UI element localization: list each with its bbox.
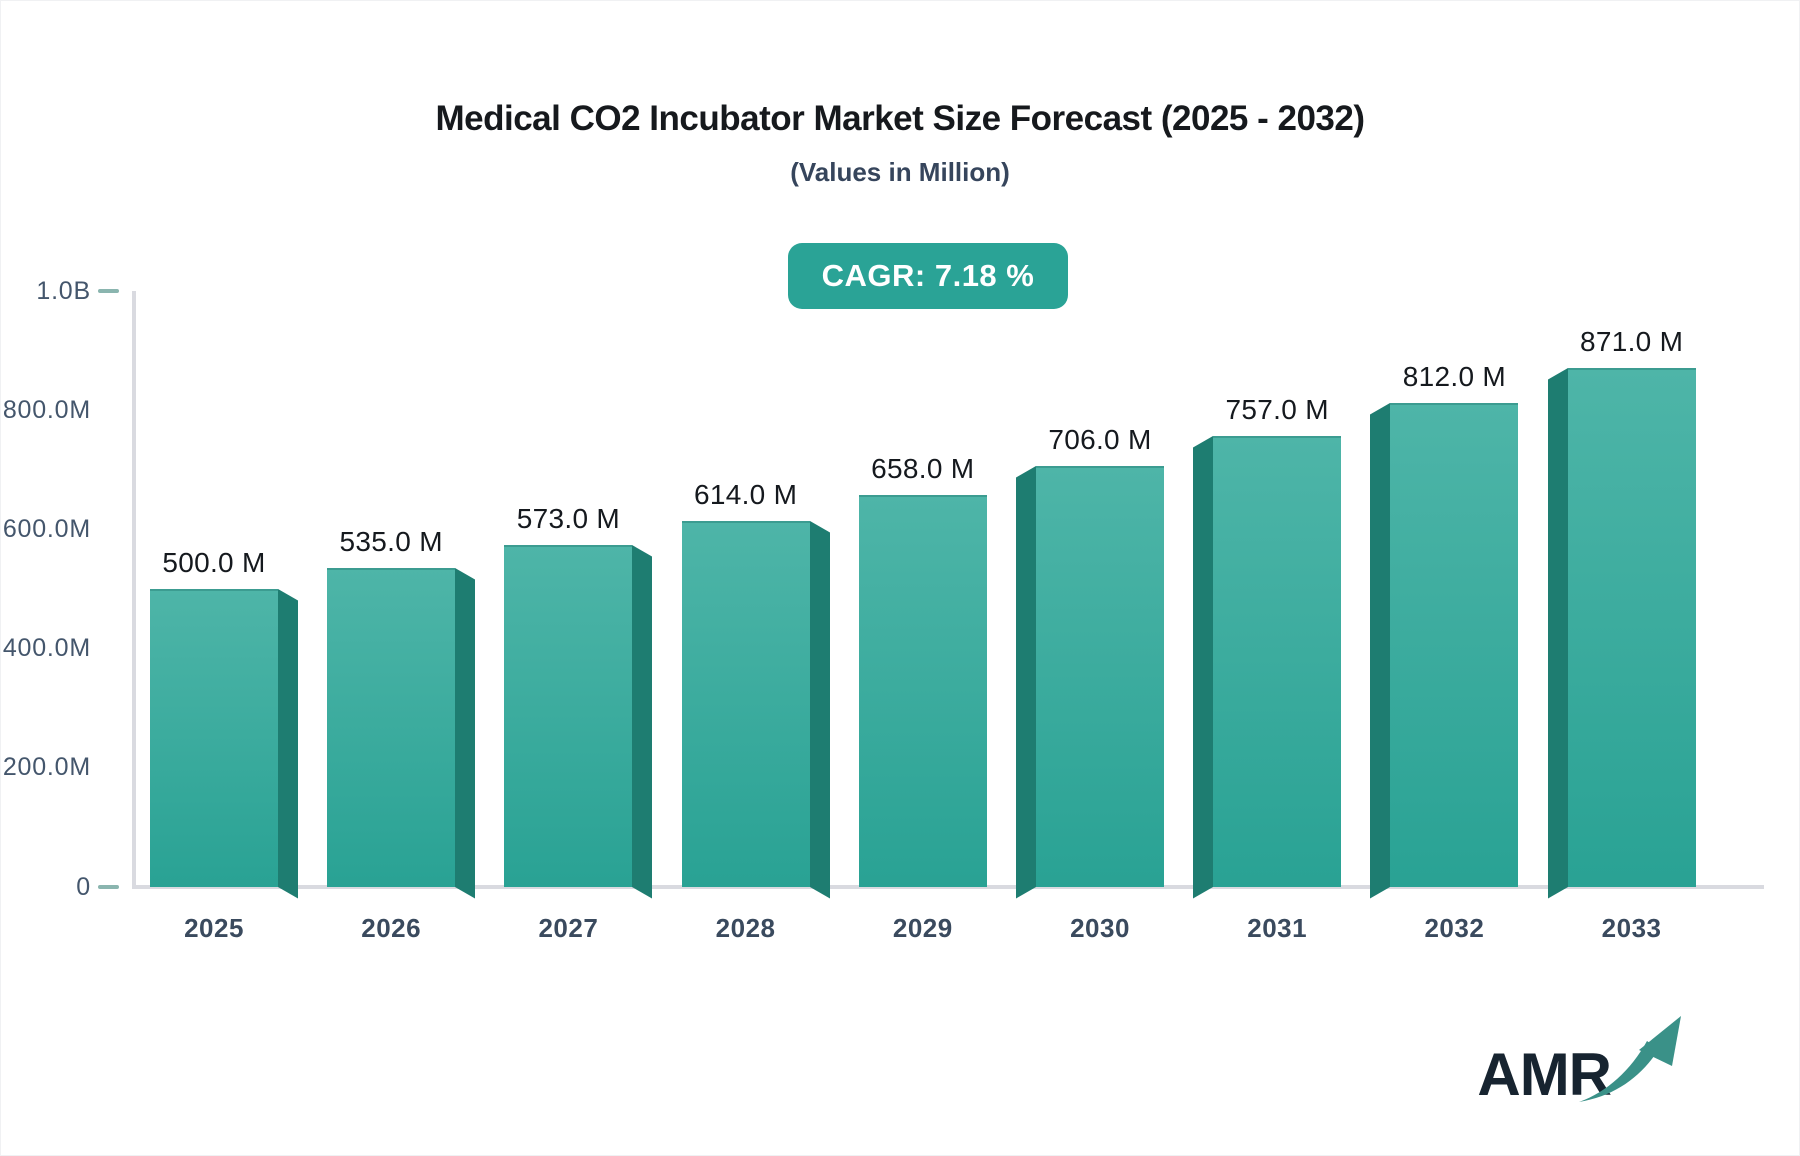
bar-2027[interactable] [504, 545, 633, 887]
y-axis-tick-dash [98, 289, 119, 293]
bar-2028[interactable] [681, 521, 810, 887]
amr-logo: AMR [1477, 1014, 1695, 1105]
bar-value-label-2027: 573.0 M [516, 503, 621, 535]
x-axis-label-2033: 2033 [1601, 913, 1662, 943]
y-axis-tick-0: 0 [1, 873, 132, 901]
bar-2033[interactable] [1567, 367, 1696, 887]
y-axis-tick-800.0M: 800.0M [1, 396, 132, 424]
growth-arrow-icon [1577, 1014, 1695, 1111]
bar-value-label-2032: 812.0 M [1402, 361, 1507, 393]
bar-value-label-2025: 500.0 M [162, 547, 266, 578]
bar-2033-side [1547, 367, 1568, 899]
bar-value-label-2029: 658.0 M [871, 452, 975, 484]
y-axis-tick-label: 1.0B [36, 276, 91, 305]
bar-2030[interactable] [1036, 466, 1164, 887]
x-axis-line [132, 885, 1764, 889]
y-axis-tick-dash [98, 885, 119, 889]
y-axis-tick-label: 800.0M [2, 395, 91, 424]
x-axis-label-2027: 2027 [538, 913, 599, 943]
bar-2027-side [632, 545, 653, 899]
bar-value-label-2030: 706.0 M [1048, 424, 1152, 456]
bar-2029[interactable] [858, 494, 987, 887]
y-axis-tick-200.0M: 200.0M [1, 753, 132, 782]
bar-2025-side [278, 589, 298, 899]
x-axis-label-2031: 2031 [1247, 913, 1308, 943]
bar-value-label-2033: 871.0 M [1579, 325, 1684, 357]
y-axis-line [132, 291, 136, 889]
y-axis-tick-600.0M: 600.0M [1, 515, 132, 543]
y-axis-tick-label: 400.0M [2, 634, 91, 663]
cagr-badge: CAGR: 7.18 % [787, 243, 1069, 309]
bar-2028-side [809, 521, 830, 899]
chart-title: Medical CO2 Incubator Market Size Foreca… [435, 99, 1365, 138]
x-axis-label-2032: 2032 [1424, 913, 1485, 943]
x-axis-label-2029: 2029 [892, 913, 953, 943]
amr-logo-text: AMR [1477, 1041, 1612, 1108]
x-axis-label-2030: 2030 [1070, 913, 1130, 943]
x-axis-label-2028: 2028 [715, 913, 776, 943]
bar-2032[interactable] [1390, 403, 1519, 887]
y-axis-tick-400.0M: 400.0M [1, 634, 132, 663]
x-axis-label-2025: 2025 [184, 913, 244, 943]
bar-value-label-2026: 535.0 M [339, 526, 443, 558]
y-axis-tick-label: 0 [76, 872, 91, 901]
y-axis-tick-label: 200.0M [2, 753, 91, 782]
bar-2025[interactable] [150, 589, 278, 887]
x-axis-label-2026: 2026 [361, 913, 422, 943]
y-axis-tick-1.0B: 1.0B [1, 277, 132, 305]
y-axis-tick-label: 600.0M [2, 514, 91, 543]
bar-2030-side [1016, 466, 1036, 899]
bar-2031[interactable] [1213, 435, 1342, 887]
bar-value-label-2031: 757.0 M [1225, 393, 1329, 425]
bar-2026-side [455, 568, 476, 899]
bar-value-label-2028: 614.0 M [693, 479, 798, 511]
bar-2031-side [1193, 435, 1214, 899]
bar-2032-side [1370, 403, 1391, 899]
chart-subtitle: (Values in Million) [790, 157, 1010, 187]
bar-2026[interactable] [327, 568, 456, 887]
